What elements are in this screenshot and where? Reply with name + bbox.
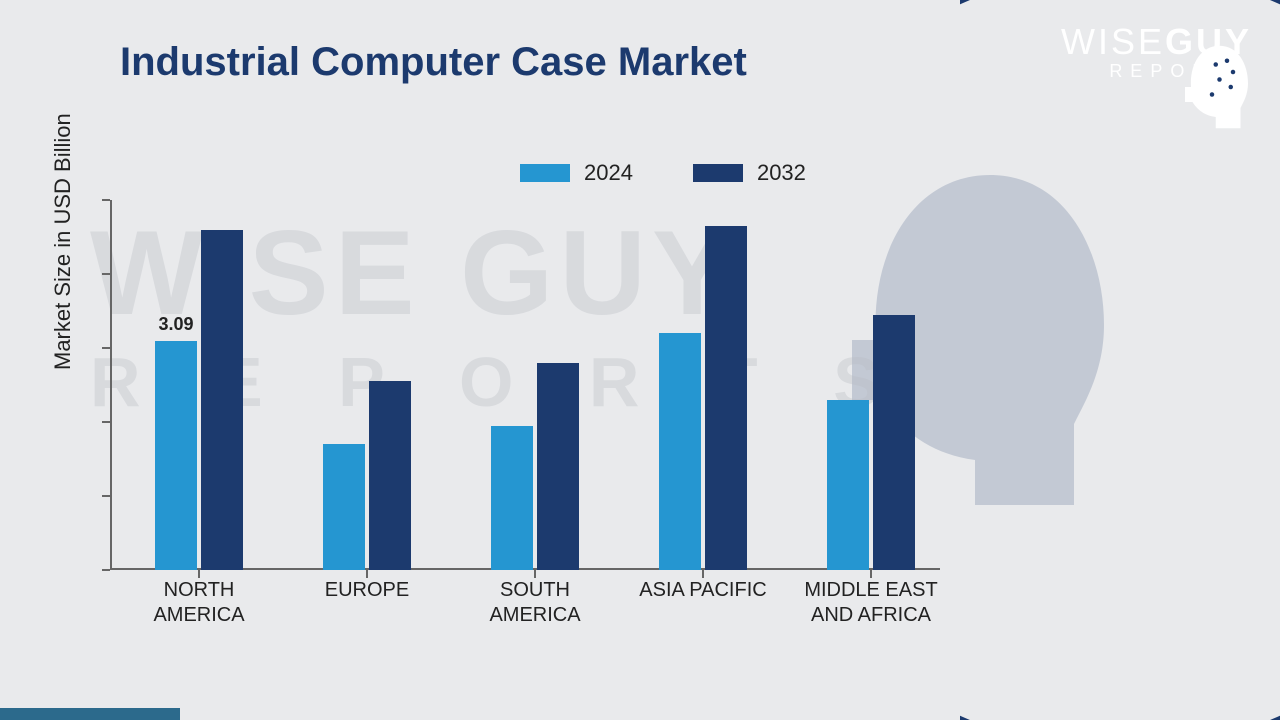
- legend-swatch-2: [693, 164, 743, 182]
- legend-item-2024: 2024: [520, 160, 633, 186]
- x-category-label: EUROPE: [292, 570, 442, 603]
- y-axis-label: Market Size in USD Billion: [50, 113, 76, 370]
- x-category-label: MIDDLE EAST AND AFRICA: [796, 570, 946, 628]
- chart-legend: 2024 2032: [520, 160, 806, 186]
- bar: [201, 230, 243, 570]
- bar: [369, 381, 411, 570]
- bar: [873, 315, 915, 570]
- y-tick: [102, 273, 110, 275]
- legend-item-2032: 2032: [693, 160, 806, 186]
- bar-value-label: 3.09: [158, 314, 193, 335]
- bar: [705, 226, 747, 570]
- bar-chart: 3.09NORTH AMERICAEUROPESOUTH AMERICAASIA…: [110, 200, 940, 570]
- bar: [827, 400, 869, 570]
- x-category-label: NORTH AMERICA: [124, 570, 274, 628]
- y-tick: [102, 421, 110, 423]
- bottom-accent-bar: [0, 708, 180, 720]
- legend-swatch-1: [520, 164, 570, 182]
- logo-word-1: WISE: [1061, 21, 1165, 62]
- bar: [491, 426, 533, 570]
- y-tick: [102, 569, 110, 571]
- bar: [659, 333, 701, 570]
- bar: [537, 363, 579, 570]
- y-tick: [102, 199, 110, 201]
- x-category-label: SOUTH AMERICA: [460, 570, 610, 628]
- legend-label-2: 2032: [757, 160, 806, 186]
- legend-label-1: 2024: [584, 160, 633, 186]
- y-axis-line: [110, 200, 112, 570]
- bar: [155, 341, 197, 570]
- bar: [323, 444, 365, 570]
- y-tick: [102, 347, 110, 349]
- x-category-label: ASIA PACIFIC: [628, 570, 778, 603]
- brand-logo: WISEGUY REPORTS: [1061, 24, 1252, 80]
- page-canvas: WISE GUY R E P O R T S Industrial Comput…: [0, 0, 1280, 720]
- logo-head-icon: [1172, 42, 1252, 132]
- y-tick: [102, 495, 110, 497]
- chart-title: Industrial Computer Case Market: [120, 40, 747, 85]
